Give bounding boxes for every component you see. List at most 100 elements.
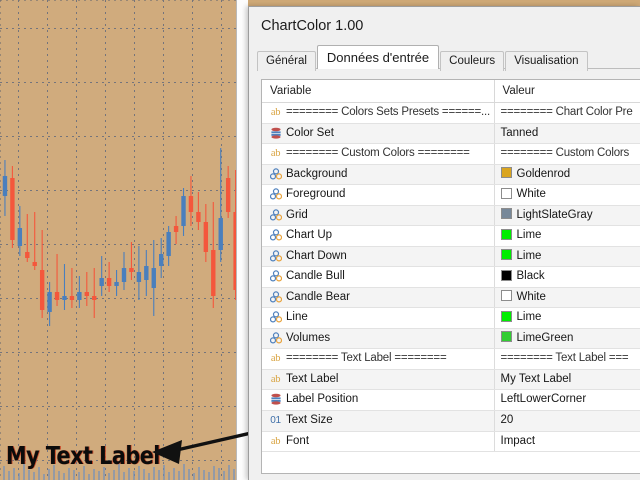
tab-bar[interactable]: Général Données d'entrée Couleurs Visual… <box>257 45 640 71</box>
cell-variable: ab Font <box>262 431 495 453</box>
variable-label: Chart Down <box>286 249 347 262</box>
cell-variable: Background <box>262 164 495 186</box>
cell-value[interactable]: ======== Custom Colors <box>494 143 640 165</box>
table-row[interactable]: Chart Up Lime <box>262 225 640 247</box>
dialog-titlebar: ChartColor 1.00 <box>249 7 640 45</box>
table-row[interactable]: Background Goldenrod <box>262 164 640 186</box>
color-swatch[interactable] <box>500 228 512 240</box>
value-label: ======== Text Label === <box>500 352 629 365</box>
variable-label: ======== Custom Colors ======== <box>286 147 470 160</box>
table-row[interactable]: Chart Down Lime <box>262 246 640 268</box>
gridline-vertical <box>76 0 77 480</box>
table-row[interactable]: ab ======== Custom Colors ======== =======… <box>262 143 640 165</box>
variable-label: Font <box>286 434 310 447</box>
cell-value[interactable]: White <box>494 184 640 206</box>
table-row[interactable]: Color Set Tanned <box>262 123 640 145</box>
tab-couleurs[interactable]: Couleurs <box>440 51 505 71</box>
cell-variable: Candle Bear <box>262 287 495 309</box>
color-swatch[interactable] <box>500 208 512 220</box>
value-label: Tanned <box>500 126 539 139</box>
cell-value[interactable]: Lime <box>494 225 640 247</box>
value-label: Lime <box>516 311 542 324</box>
value-label: Lime <box>516 249 542 262</box>
table-row[interactable]: ab ======== Text Label ======== ======== T… <box>262 348 640 370</box>
value-label: Lime <box>516 229 542 242</box>
gridline-horizontal <box>0 460 248 461</box>
variable-label: Label Position <box>286 393 359 406</box>
value-label: LeftLowerCorner <box>500 393 587 406</box>
volume-bars <box>3 464 240 480</box>
price-scale[interactable] <box>236 0 248 480</box>
trading-chart[interactable]: My Text Label <box>0 0 248 480</box>
cell-variable: Line <box>262 307 495 329</box>
cell-value[interactable]: Lime <box>494 307 640 329</box>
dialog-title: ChartColor 1.00 <box>261 18 364 34</box>
variable-label: Grid <box>286 208 308 221</box>
gridline-vertical <box>134 0 135 480</box>
value-label: My Text Label <box>500 372 572 385</box>
color-swatch[interactable] <box>500 290 512 302</box>
tab-general[interactable]: Général <box>257 51 316 71</box>
cell-variable: Chart Up <box>262 225 495 247</box>
enum-dropdown-icon <box>268 124 283 143</box>
cell-value[interactable]: Tanned <box>494 123 640 145</box>
gridline-horizontal <box>0 352 248 353</box>
color-swatch[interactable] <box>500 249 512 261</box>
cell-variable: ab Text Label <box>262 369 495 391</box>
table-row[interactable]: 01 Text Size 20 <box>262 410 640 432</box>
01-integer-icon: 01 <box>270 414 281 426</box>
gridline-vertical <box>192 0 193 480</box>
gridline-horizontal <box>0 136 248 137</box>
value-label: LimeGreen <box>516 331 574 344</box>
cell-variable: Chart Down <box>262 246 495 268</box>
table-row[interactable]: Line Lime <box>262 307 640 329</box>
color-swatch[interactable] <box>500 331 512 343</box>
gridline-horizontal <box>0 190 248 191</box>
cell-value[interactable]: White <box>494 287 640 309</box>
variable-label: Candle Bull <box>286 270 345 283</box>
tab-donnees-dentree[interactable]: Données d'entrée <box>316 45 440 69</box>
table-row[interactable]: ab Text Label My Text Label <box>262 369 640 391</box>
table-row[interactable]: Grid LightSlateGray <box>262 205 640 227</box>
cell-value[interactable]: Goldenrod <box>494 164 640 186</box>
color-swatch[interactable] <box>500 167 512 179</box>
cell-value[interactable]: ======== Chart Color Pre <box>494 102 640 124</box>
cell-value[interactable]: Lime <box>494 246 640 268</box>
cell-value[interactable]: 20 <box>494 410 640 432</box>
cell-value[interactable]: LightSlateGray <box>494 205 640 227</box>
ab-string-icon: ab <box>270 435 281 447</box>
color-palette-icon <box>268 247 283 266</box>
table-row[interactable]: Label Position LeftLowerCorner <box>262 389 640 411</box>
table-row[interactable]: ab ======== Colors Sets Presets ======...… <box>262 102 640 124</box>
table-row[interactable]: Volumes LimeGreen <box>262 328 640 350</box>
gridline-horizontal <box>0 406 248 407</box>
variable-label: Foreground <box>286 188 346 201</box>
gridline-horizontal <box>0 82 248 83</box>
color-swatch[interactable] <box>500 269 512 281</box>
table-row[interactable]: ab Font Impact <box>262 431 640 453</box>
variable-label: Color Set <box>286 126 334 139</box>
cell-variable: ab ======== Colors Sets Presets ======... <box>262 102 495 124</box>
tab-visualisation[interactable]: Visualisation <box>505 51 588 71</box>
cell-value[interactable]: LeftLowerCorner <box>494 389 640 411</box>
enum-dropdown-icon <box>268 390 283 409</box>
cell-value[interactable]: LimeGreen <box>494 328 640 350</box>
candlestick-series <box>2 148 246 348</box>
chartcolor-properties-dialog[interactable]: ChartColor 1.00 Général Données d'entrée… <box>248 6 640 480</box>
table-row[interactable]: Foreground White <box>262 184 640 206</box>
color-swatch[interactable] <box>500 187 512 199</box>
cell-variable: Volumes <box>262 328 495 350</box>
properties-table-container[interactable]: Variable Valeur ab ======== Colors Sets P… <box>261 79 640 474</box>
value-label: White <box>516 290 546 303</box>
cell-value[interactable]: Impact <box>494 431 640 453</box>
cell-value[interactable]: ======== Text Label === <box>494 348 640 370</box>
table-row[interactable]: Candle Bull Black <box>262 266 640 288</box>
table-row[interactable]: Candle Bear White <box>262 287 640 309</box>
cell-value[interactable]: Black <box>494 266 640 288</box>
cell-value[interactable]: My Text Label <box>494 369 640 391</box>
color-palette-icon <box>268 226 283 245</box>
value-label: ======== Chart Color Pre <box>500 106 633 118</box>
color-swatch[interactable] <box>500 310 512 322</box>
value-label: ======== Custom Colors <box>500 147 630 160</box>
color-palette-icon <box>268 329 283 348</box>
